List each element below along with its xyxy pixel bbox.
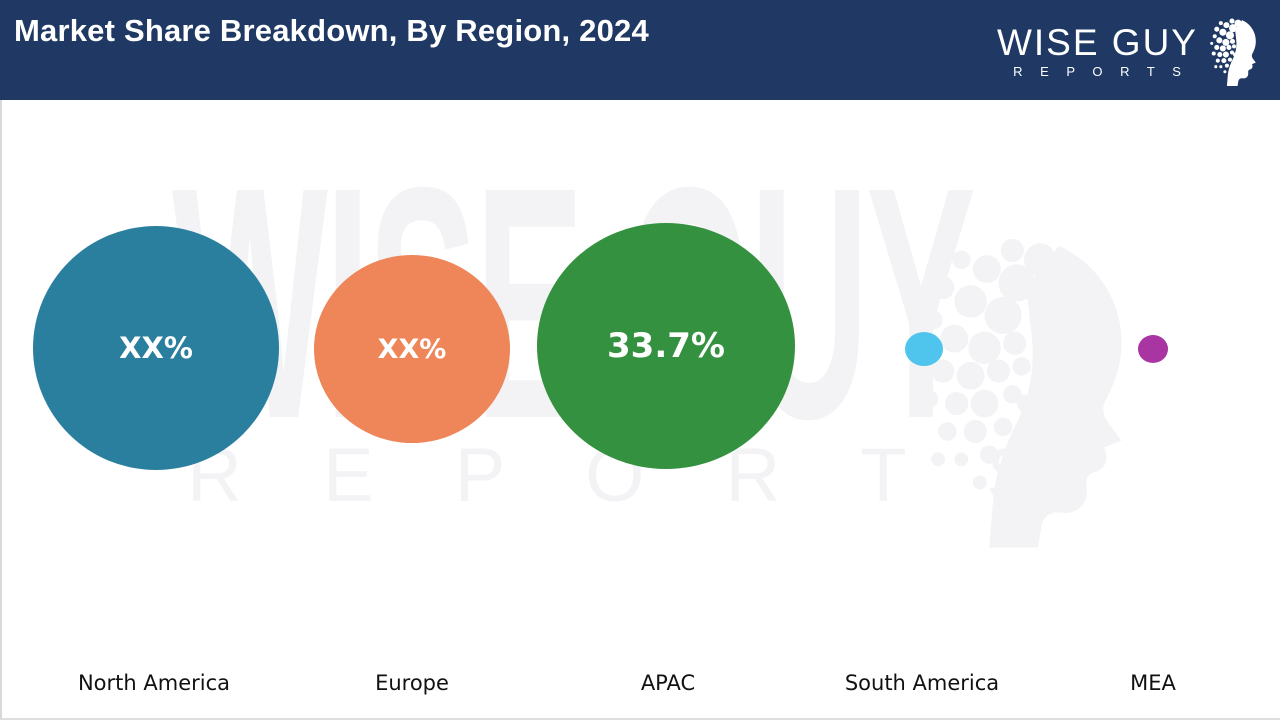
- bubble-south-america: [905, 332, 943, 366]
- wiseguy-face-icon: [1202, 14, 1264, 90]
- bubble-value-label: XX%: [119, 331, 193, 365]
- bubble-europe: XX%: [314, 255, 510, 443]
- bubble-north-america: XX%: [33, 226, 279, 470]
- bubble-value-label: XX%: [377, 333, 447, 365]
- brand-tagline: R E P O R T S: [1013, 64, 1188, 79]
- category-label-europe: Europe: [375, 671, 449, 695]
- brand-logo-text: WISE GUY R E P O R T S: [997, 23, 1198, 81]
- category-label-mea: MEA: [1130, 671, 1176, 695]
- brand-name: WISE GUY: [996, 22, 1198, 63]
- bubble-mea: [1138, 335, 1168, 363]
- watermark-face-icon: [867, 218, 1167, 566]
- category-label-south-america: South America: [844, 671, 1000, 695]
- header: Market Share Breakdown, By Region, 2024 …: [0, 0, 1280, 100]
- bubble-value-label: 33.7%: [607, 326, 725, 366]
- bubble-apac: 33.7%: [537, 223, 795, 469]
- page-title: Market Share Breakdown, By Region, 2024: [14, 13, 649, 48]
- category-label-apac: APAC: [640, 671, 696, 695]
- brand-logo: WISE GUY R E P O R T S: [997, 0, 1280, 90]
- chart-area: WISE GUY R E P O R T S XX% XX% 33.7% Nor…: [0, 100, 1280, 720]
- category-label-north-america: North America: [77, 671, 231, 695]
